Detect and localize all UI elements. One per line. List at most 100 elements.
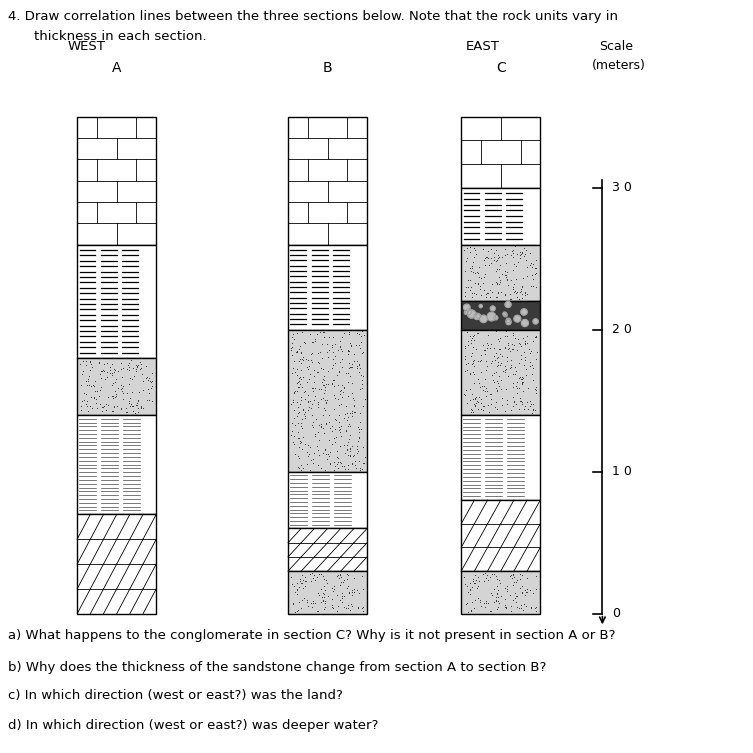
Point — [517, 331, 529, 343]
Point — [354, 383, 366, 395]
Point — [132, 359, 144, 371]
Point — [471, 327, 483, 339]
Point — [477, 276, 489, 288]
Point — [511, 383, 523, 395]
Point — [485, 338, 497, 350]
Point — [519, 354, 531, 366]
Point — [286, 417, 298, 429]
Point — [291, 577, 303, 589]
Point — [514, 371, 526, 383]
Point — [344, 441, 356, 453]
Point — [529, 268, 541, 280]
Point — [343, 337, 355, 349]
Point — [325, 438, 337, 450]
Point — [346, 456, 358, 468]
Point — [465, 265, 477, 277]
Point — [312, 569, 325, 581]
Point — [352, 421, 364, 433]
Point — [320, 397, 332, 409]
Point — [346, 376, 358, 389]
Point — [354, 407, 366, 419]
Point — [322, 410, 334, 422]
Point — [530, 330, 542, 342]
Point — [491, 277, 503, 289]
Point — [319, 596, 331, 608]
Point — [343, 358, 355, 370]
Point — [309, 335, 321, 347]
Point — [464, 274, 476, 286]
Point — [107, 392, 119, 404]
Point — [297, 371, 309, 383]
Point — [304, 395, 316, 407]
Point — [356, 602, 368, 614]
Point — [101, 357, 113, 369]
Point — [465, 403, 477, 415]
Point — [489, 244, 501, 256]
Point — [496, 268, 508, 280]
Point — [490, 291, 502, 303]
Point — [465, 394, 477, 406]
Point — [485, 393, 497, 405]
Point — [129, 407, 141, 419]
Point — [111, 400, 123, 412]
Point — [334, 579, 346, 591]
Point — [317, 447, 329, 459]
Point — [348, 355, 360, 367]
Point — [296, 326, 308, 338]
Point — [83, 380, 95, 392]
Point — [513, 403, 525, 415]
Point — [461, 397, 473, 409]
Point — [353, 328, 365, 340]
Point — [112, 382, 124, 394]
Point — [115, 383, 127, 395]
Point — [493, 575, 505, 587]
Point — [352, 435, 364, 447]
Point — [80, 398, 92, 410]
Point — [110, 388, 122, 400]
Point — [94, 368, 106, 380]
Point — [317, 379, 329, 391]
Point — [498, 593, 511, 605]
Point — [322, 378, 334, 390]
Point — [459, 265, 471, 277]
Point — [319, 404, 331, 416]
Point — [492, 287, 505, 299]
Point — [501, 331, 513, 343]
Point — [529, 331, 541, 343]
Point — [335, 420, 347, 432]
Point — [526, 261, 538, 273]
Point — [501, 370, 514, 382]
Point — [509, 587, 521, 599]
Point — [526, 269, 538, 281]
Point — [82, 404, 94, 416]
Point — [485, 258, 497, 270]
Point — [294, 575, 306, 587]
Point — [490, 375, 502, 387]
Text: 4. Draw correlation lines between the three sections below. Note that the rock u: 4. Draw correlation lines between the th… — [8, 10, 617, 23]
Point — [96, 364, 108, 376]
Point — [520, 586, 532, 598]
Point — [328, 464, 340, 476]
Bar — [461, 117, 541, 187]
Point — [288, 386, 300, 398]
Point — [301, 596, 313, 608]
Point — [142, 383, 154, 395]
Point — [493, 370, 505, 382]
Point — [489, 596, 501, 608]
Point — [519, 337, 531, 349]
Point — [309, 597, 321, 609]
Point — [358, 457, 370, 469]
Point — [482, 287, 494, 299]
Point — [317, 594, 329, 606]
Point — [474, 575, 486, 587]
Point — [480, 382, 492, 394]
Point — [108, 364, 120, 376]
Bar — [77, 415, 157, 514]
Point — [293, 375, 305, 387]
Point — [511, 291, 523, 303]
Point — [491, 603, 503, 615]
Point — [514, 285, 526, 297]
Point — [358, 451, 370, 463]
Point — [115, 363, 127, 375]
Point — [355, 369, 367, 381]
